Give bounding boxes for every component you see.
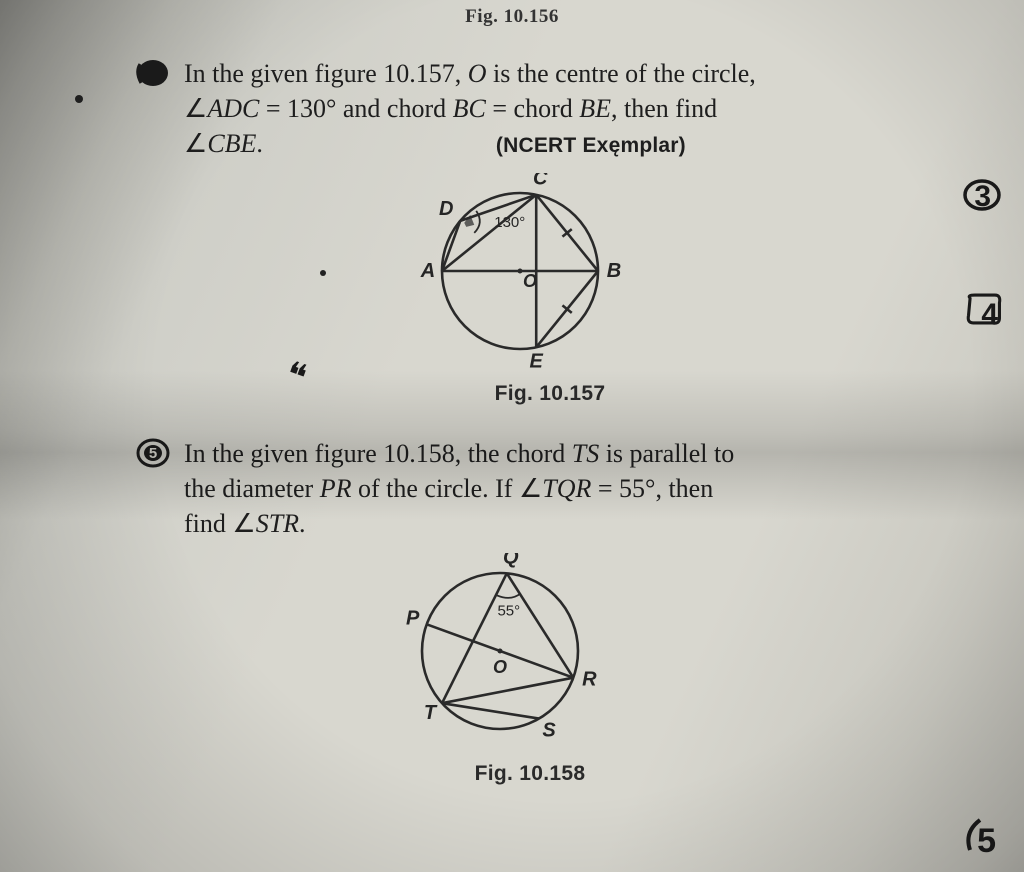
text: of the circle. If ∠	[351, 474, 542, 503]
problem-5: 5 In the given figure 10.158, the chord …	[140, 436, 964, 786]
svg-text:B: B	[607, 260, 621, 282]
margin-num-3: 3	[974, 180, 991, 214]
svg-text:P: P	[406, 608, 420, 630]
text: = chord	[486, 94, 579, 123]
svg-text:A: A	[420, 260, 435, 282]
text: = 130° and chord	[259, 94, 452, 123]
text: find ∠	[184, 509, 256, 538]
svg-text:R: R	[582, 669, 597, 691]
text: is parallel to	[599, 439, 734, 468]
text: the diameter	[184, 474, 320, 503]
var-TQR: TQR	[542, 474, 591, 503]
var-PR: PR	[320, 474, 352, 503]
svg-text:S: S	[542, 720, 556, 742]
svg-text:T: T	[424, 702, 438, 724]
ink-dot	[320, 270, 326, 276]
problem-4-text: In the given figure 10.157, O is the cen…	[140, 56, 920, 161]
circle-diagram-2: P R Q T S O 55°	[380, 553, 620, 753]
problem-5-text: In the given figure 10.158, the chord TS…	[140, 436, 920, 541]
svg-text:O: O	[493, 657, 507, 677]
var-BC: BC	[453, 94, 486, 123]
margin-arc-icon	[962, 810, 1014, 862]
text: is the centre of the circle,	[487, 59, 756, 88]
problem-4: In the given figure 10.157, O is the cen…	[140, 56, 964, 406]
text: .	[299, 509, 306, 538]
figure-caption: Fig. 10.158	[380, 762, 680, 786]
svg-text:130°: 130°	[494, 214, 525, 231]
svg-text:E: E	[530, 351, 544, 373]
figure-10-157: A B C D E O 130° Fig. 10.157	[400, 173, 700, 406]
var-BE: BE	[579, 94, 611, 123]
figure-caption: Fig. 10.157	[400, 382, 700, 406]
content: Fig. 10.156 In the given figure 10.157, …	[0, 0, 1024, 10]
text: = 55°, then	[591, 474, 713, 503]
var-STR: STR	[256, 509, 299, 538]
angle-sym: ∠	[184, 94, 207, 123]
svg-text:55°: 55°	[497, 603, 520, 620]
var-ADC: ADC	[207, 94, 259, 123]
svg-text:D: D	[439, 198, 453, 220]
margin-num-4: 4	[981, 298, 998, 332]
circle-diagram-1: A B C D E O 130°	[400, 173, 640, 373]
var-TS: TS	[572, 439, 599, 468]
ncert-tag: (NCERT Exęmplar)	[496, 134, 686, 157]
prev-fig-caption: Fig. 10.156	[465, 6, 559, 28]
figure-10-158: P R Q T S O 55° Fig. 10.158	[380, 553, 680, 786]
svg-text:C: C	[533, 173, 548, 190]
text: , then find	[611, 94, 717, 123]
text: In the given figure 10.157,	[184, 59, 468, 88]
var-CBE: CBE	[207, 129, 256, 158]
text: .	[256, 129, 263, 158]
ink-dot	[75, 95, 83, 103]
svg-text:O: O	[523, 271, 537, 291]
text: In the given figure 10.158, the chord	[184, 439, 572, 468]
page-root: Fig. 10.156 In the given figure 10.157, …	[0, 0, 1024, 872]
var-O: O	[468, 59, 487, 88]
svg-text:Q: Q	[503, 553, 519, 568]
angle-sym: ∠	[184, 129, 207, 158]
